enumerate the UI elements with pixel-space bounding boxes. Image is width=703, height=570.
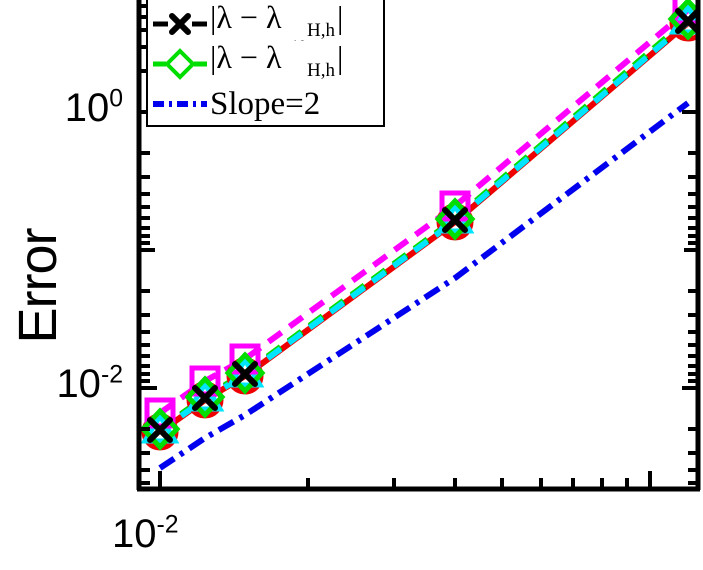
y-tick-exponent: -2 (100, 361, 123, 389)
legend-label-lambda-tilde-Hh: |λ − λ ~ H,h | (208, 26, 370, 89)
legend-label-lambda-Hh: |λ − λ H,h | (208, 0, 370, 49)
svg-text:|: | (337, 40, 343, 75)
y-tick-exponent: 0 (109, 85, 123, 113)
legend-item-lambda-Hh[interactable]: |λ − λ H,h | (148, 0, 383, 44)
series-slope2 (158, 100, 690, 471)
legend-item-slope[interactable]: Slope=2 (148, 84, 383, 124)
y-axis-ticks (139, 4, 157, 485)
y-tick-label-1e0: 100 (64, 85, 123, 130)
legend-item-lambda-tilde-hHHH[interactable]: |λ − λ ~ h H,H,H | (148, 0, 383, 4)
svg-text:~: ~ (294, 40, 306, 51)
svg-text:|λ − λ: |λ − λ (210, 0, 282, 35)
chart-legend: |λ − λ h H,H,H | |λ − λ ~ h (146, 0, 385, 127)
y-tick-mantissa: 10 (56, 362, 101, 406)
x-tick-mantissa: 10 (112, 512, 157, 556)
svg-text:|λ − λ: |λ − λ (210, 40, 282, 75)
legend-marker-diamond-icon (152, 44, 208, 84)
y-tick-mantissa: 10 (64, 86, 110, 130)
legend-item-lambda-tilde-Hh[interactable]: |λ − λ ~ H,h | (148, 26, 383, 84)
y-tick-label-1em2: 10-2 (56, 361, 123, 406)
legend-label-slope: Slope=2 (210, 85, 321, 122)
legend-marker-dashdot-icon (152, 84, 208, 124)
markers-black-x (147, 8, 697, 443)
legend-marker-x-icon (152, 4, 208, 44)
data-series-group (139, 0, 697, 471)
svg-text:|: | (337, 0, 343, 35)
axis-frame (136, 0, 701, 492)
x-axis-ticks (158, 471, 652, 489)
legend-label-lambda-tilde-hHHH: |λ − λ ~ h H,H,H | (208, 0, 370, 9)
x-tick-exponent: -2 (156, 511, 179, 539)
svg-text:H,h: H,h (307, 60, 335, 80)
y-axis-ticks-right (682, 110, 698, 485)
svg-text:H,h: H,h (307, 20, 335, 40)
x-tick-label-1em2: 10-2 (112, 511, 179, 556)
